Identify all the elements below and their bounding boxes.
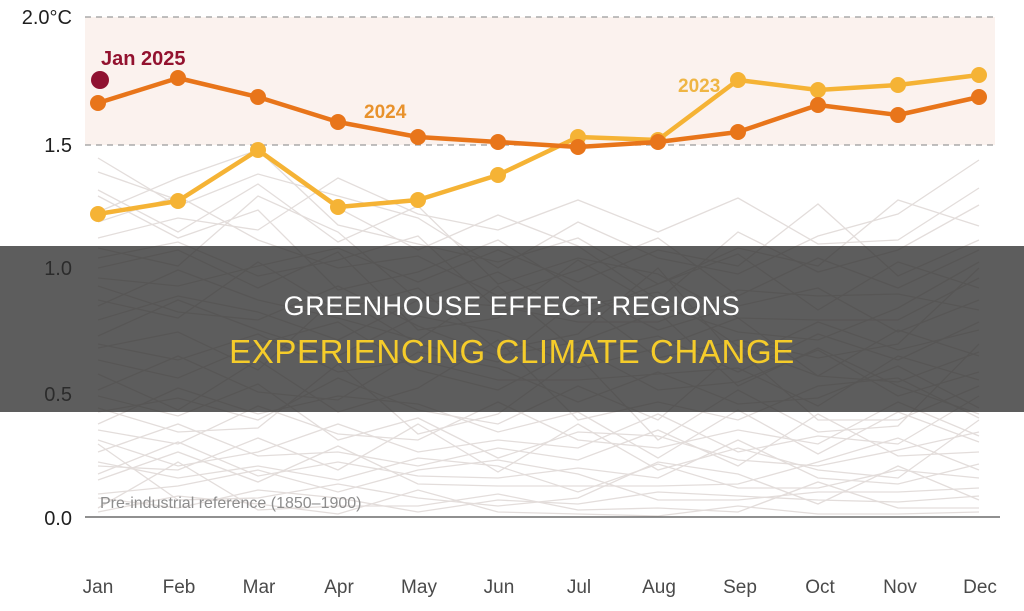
caption-line-1: GREENHOUSE EFFECT: REGIONS — [283, 290, 741, 321]
y-tick-0p0: 0.0 — [44, 508, 72, 530]
x-tick-aug: Aug — [642, 577, 676, 598]
x-tick-mar: Mar — [243, 577, 276, 598]
caption-overlay-band: GREENHOUSE EFFECT: REGIONS EXPERIENCING … — [0, 246, 1024, 412]
x-tick-nov: Nov — [883, 577, 917, 598]
series-line-2023 — [95, 72, 982, 217]
series-2024-annotation-label: 2024 — [364, 102, 407, 123]
above-1p5-tint-band — [85, 17, 995, 145]
series-markers-2024 — [90, 70, 987, 155]
x-tick-oct: Oct — [805, 577, 835, 598]
series-markers-2023 — [90, 67, 987, 222]
x-tick-jun: Jun — [484, 577, 515, 598]
x-axis-ticks: Jan Feb Mar Apr May Jun Jul Aug Sep Oct … — [83, 577, 997, 598]
x-tick-jan: Jan — [83, 577, 114, 598]
x-tick-jul: Jul — [567, 577, 591, 598]
x-tick-apr: Apr — [324, 577, 354, 598]
caption-line-2: EXPERIENCING CLIMATE CHANGE — [229, 333, 795, 371]
y-tick-2p0: 2.0°C — [22, 7, 72, 29]
series-line-2024 — [95, 75, 982, 150]
jan-2025-annotation-label: Jan 2025 — [101, 48, 186, 70]
x-tick-sep: Sep — [723, 577, 757, 598]
series-2023-annotation-label: 2023 — [678, 76, 720, 97]
x-tick-dec: Dec — [963, 577, 997, 598]
x-tick-feb: Feb — [163, 577, 196, 598]
jan-2025-data-point[interactable] — [91, 71, 109, 89]
x-tick-may: May — [401, 577, 437, 598]
y-tick-1p5: 1.5 — [44, 135, 72, 157]
pre-industrial-reference-label: Pre-industrial reference (1850–1900) — [100, 495, 361, 512]
